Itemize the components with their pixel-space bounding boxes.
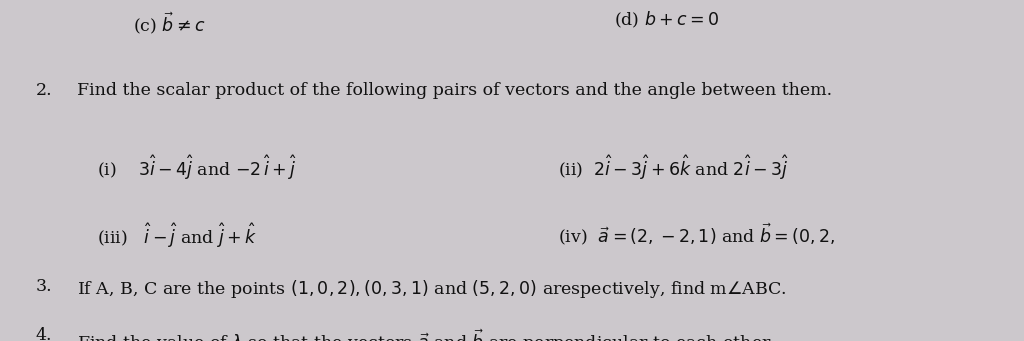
Text: Find the scalar product of the following pairs of vectors and the angle between : Find the scalar product of the following…: [77, 82, 831, 99]
Text: (iv)  $\vec{a} = (2,-2,1)$ and $\vec{b} = (0, 2,$: (iv) $\vec{a} = (2,-2,1)$ and $\vec{b} =…: [558, 222, 836, 248]
Text: If A, B, C are the points $(1, 0, 2), (0, 3, 1)$ and $(5, 2, 0)$ arespectively, : If A, B, C are the points $(1, 0, 2), (0…: [77, 278, 786, 300]
Text: 3.: 3.: [36, 278, 52, 295]
Text: (c) $\vec{b} \neq c$: (c) $\vec{b} \neq c$: [133, 10, 206, 36]
Text: Find the value of $\lambda$ so that the vectors $\vec{a}$ and $\vec{b}$ are perp: Find the value of $\lambda$ so that the …: [77, 327, 775, 341]
Text: (d) $b + c = 0$: (d) $b + c = 0$: [614, 10, 720, 30]
Text: (iii)   $\hat{i} - \hat{j}$ and $\hat{j} + \hat{k}$: (iii) $\hat{i} - \hat{j}$ and $\hat{j} +…: [97, 222, 258, 250]
Text: (ii)  $2\hat{i} - 3\hat{j} + 6\hat{k}$ and $2\hat{i} - 3\hat{j}\,$: (ii) $2\hat{i} - 3\hat{j} + 6\hat{k}$ an…: [558, 153, 788, 182]
Text: 2.: 2.: [36, 82, 52, 99]
Text: 4.: 4.: [36, 327, 52, 341]
Text: (i)    $3\hat{i} - 4\hat{j}$ and $-2\,\hat{i} + \hat{j}$: (i) $3\hat{i} - 4\hat{j}$ and $-2\,\hat{…: [97, 153, 298, 182]
